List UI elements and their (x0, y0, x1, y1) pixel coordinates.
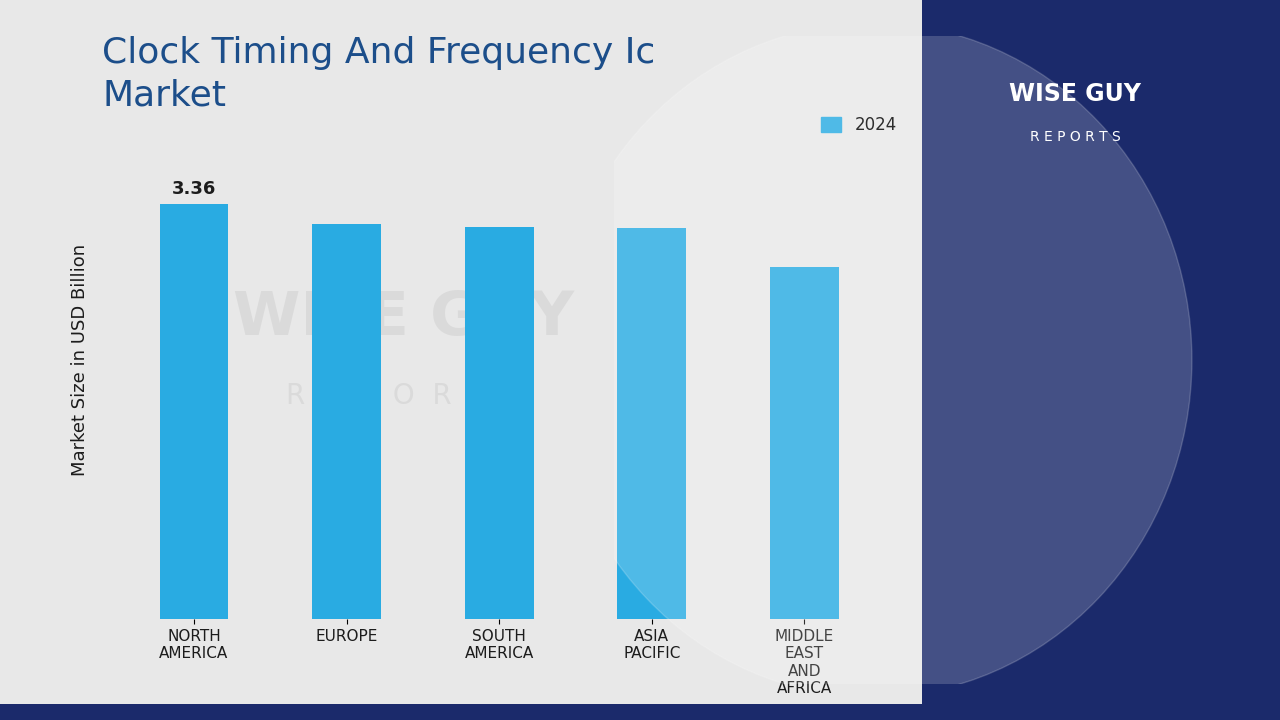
Text: R  E  P  O  R  T  S: R E P O R T S (287, 382, 522, 410)
Circle shape (553, 23, 1192, 697)
Text: WISE GUY: WISE GUY (233, 289, 575, 348)
Text: 3.36: 3.36 (172, 180, 216, 198)
Text: WISE GUY: WISE GUY (1009, 81, 1142, 106)
Y-axis label: Market Size in USD Billion: Market Size in USD Billion (70, 244, 88, 476)
Bar (617, 228, 686, 619)
Bar (160, 204, 228, 619)
Bar (771, 267, 838, 619)
Legend: 2024: 2024 (814, 109, 904, 140)
Text: Clock Timing And Frequency Ic
Market: Clock Timing And Frequency Ic Market (102, 36, 655, 112)
Bar (465, 227, 534, 619)
Bar (312, 224, 381, 619)
Text: R E P O R T S: R E P O R T S (1030, 130, 1120, 144)
